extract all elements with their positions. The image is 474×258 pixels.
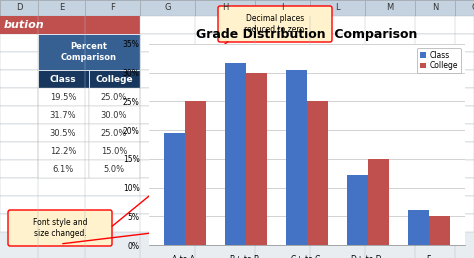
Title: Grade Distribution  Comparison: Grade Distribution Comparison [196, 28, 418, 41]
Bar [89, 124, 140, 142]
Bar [195, 0, 255, 16]
Text: 30.0%: 30.0% [101, 110, 127, 119]
Text: 12.2%: 12.2% [50, 147, 76, 156]
Bar [89, 106, 140, 124]
Text: I: I [281, 4, 284, 12]
Text: N: N [432, 4, 438, 12]
Text: 31.7%: 31.7% [50, 110, 76, 119]
Text: Class: Class [50, 75, 76, 84]
Bar [38, 0, 85, 16]
Bar [415, 0, 455, 16]
Text: College: College [95, 75, 133, 84]
Bar [0, 214, 474, 232]
Bar [164, 133, 185, 245]
Text: F: F [110, 4, 115, 12]
Text: 25.0%: 25.0% [101, 128, 127, 138]
Bar [38, 142, 89, 160]
Text: M: M [386, 4, 393, 12]
Bar [0, 124, 474, 142]
Text: Percent
Comparison: Percent Comparison [61, 42, 117, 62]
Text: 30.5%: 30.5% [50, 128, 76, 138]
Bar [0, 106, 474, 124]
Bar [0, 88, 474, 106]
Bar [368, 159, 389, 245]
Legend: Class, College: Class, College [417, 48, 461, 73]
Text: Decimal places
reduced to zero.: Decimal places reduced to zero. [244, 14, 306, 34]
Text: 5.0%: 5.0% [103, 165, 125, 173]
Bar [0, 16, 140, 34]
Text: O: O [472, 4, 474, 12]
Bar [0, 178, 474, 196]
Bar [285, 70, 307, 245]
Bar [255, 0, 310, 16]
Bar [38, 34, 140, 70]
Text: D: D [16, 4, 22, 12]
Text: Font style and
size changed.: Font style and size changed. [33, 218, 87, 238]
Bar [346, 175, 368, 245]
Bar [0, 16, 474, 34]
Bar [310, 0, 365, 16]
Bar [0, 52, 474, 70]
Bar [0, 160, 474, 178]
Bar [0, 0, 474, 16]
Text: E: E [59, 4, 64, 12]
Bar [140, 0, 195, 16]
Text: bution: bution [4, 20, 45, 30]
Text: 19.5%: 19.5% [50, 93, 76, 101]
FancyBboxPatch shape [218, 6, 332, 42]
Bar [225, 63, 246, 245]
Bar [38, 88, 89, 106]
Bar [0, 34, 474, 52]
Bar [38, 160, 89, 178]
Bar [38, 70, 89, 88]
Text: 6.1%: 6.1% [52, 165, 73, 173]
Bar [408, 210, 429, 245]
Bar [89, 142, 140, 160]
Bar [38, 106, 89, 124]
FancyBboxPatch shape [8, 210, 112, 246]
Bar [89, 70, 140, 88]
Bar [0, 196, 474, 214]
Text: H: H [222, 4, 228, 12]
Bar [455, 0, 474, 16]
Bar [89, 88, 140, 106]
Bar [0, 142, 474, 160]
Bar [85, 0, 140, 16]
Bar [89, 160, 140, 178]
Bar [429, 216, 450, 245]
Bar [246, 72, 267, 245]
Bar [365, 0, 415, 16]
Text: G: G [164, 4, 171, 12]
Text: 25.0%: 25.0% [101, 93, 127, 101]
Text: L: L [335, 4, 340, 12]
Bar [307, 101, 328, 245]
Bar [185, 101, 206, 245]
Text: 15.0%: 15.0% [101, 147, 127, 156]
Bar [38, 124, 89, 142]
Bar [0, 70, 474, 88]
Bar [0, 0, 38, 16]
